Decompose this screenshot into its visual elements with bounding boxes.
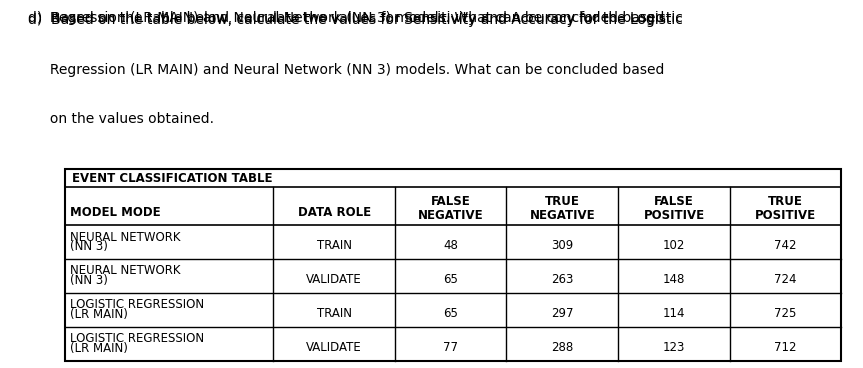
Text: (NN 3): (NN 3)	[70, 274, 108, 287]
Text: 724: 724	[774, 273, 797, 286]
Text: on the values obtained.: on the values obtained.	[28, 112, 214, 126]
Text: TRAIN: TRAIN	[317, 239, 351, 252]
Text: 712: 712	[774, 341, 797, 354]
Text: TRUE: TRUE	[545, 195, 580, 208]
Text: NEURAL NETWORK: NEURAL NETWORK	[70, 230, 180, 244]
Text: LOGISTIC REGRESSION: LOGISTIC REGRESSION	[70, 298, 204, 311]
Text: 123: 123	[663, 341, 685, 354]
Text: EVENT CLASSIFICATION TABLE: EVENT CLASSIFICATION TABLE	[72, 172, 272, 185]
Text: POSITIVE: POSITIVE	[644, 209, 704, 222]
Text: NEURAL NETWORK: NEURAL NETWORK	[70, 265, 180, 277]
Text: TRAIN: TRAIN	[317, 307, 351, 320]
Bar	[65, 169, 841, 361]
Text: POSITIVE: POSITIVE	[755, 209, 816, 222]
Text: 725: 725	[774, 307, 797, 320]
Text: VALIDATE: VALIDATE	[306, 341, 362, 354]
Text: (NN 3): (NN 3)	[70, 240, 108, 253]
Text: TRUE: TRUE	[768, 195, 803, 208]
Text: (LR MAIN): (LR MAIN)	[70, 308, 128, 321]
Text: 77: 77	[443, 341, 458, 354]
Text: (LR MAIN): (LR MAIN)	[70, 342, 128, 355]
Text: FALSE: FALSE	[431, 195, 470, 208]
Text: d)  Based on the table below, calculate the values for Sensitivity and Accuracy : d) Based on the table below, calculate t…	[28, 11, 683, 25]
Text: 148: 148	[663, 273, 685, 286]
Text: Regression (LR MAIN) and Neural Network (NN 3) models. What can be concluded bas: Regression (LR MAIN) and Neural Network …	[28, 11, 664, 25]
Text: 309: 309	[551, 239, 573, 252]
Text: 48: 48	[444, 239, 458, 252]
Text: MODEL MODE: MODEL MODE	[70, 206, 161, 219]
Text: LOGISTIC REGRESSION: LOGISTIC REGRESSION	[70, 332, 204, 346]
Text: 65: 65	[444, 307, 458, 320]
Text: 742: 742	[774, 239, 797, 252]
Text: NEGATIVE: NEGATIVE	[418, 209, 483, 222]
Text: 263: 263	[551, 273, 574, 286]
Text: 288: 288	[551, 341, 573, 354]
Text: VALIDATE: VALIDATE	[306, 273, 362, 286]
Text: d)  Based on the table below, calculate the values for Sensitivity and Accuracy : d) Based on the table below, calculate t…	[28, 13, 683, 27]
Text: 65: 65	[444, 273, 458, 286]
Text: 102: 102	[663, 239, 685, 252]
Text: 114: 114	[663, 307, 685, 320]
Text: Regression (LR MAIN) and Neural Network (NN 3) models. What can be concluded bas: Regression (LR MAIN) and Neural Network …	[28, 63, 664, 77]
Text: 297: 297	[551, 307, 574, 320]
Text: NEGATIVE: NEGATIVE	[530, 209, 595, 222]
Text: FALSE: FALSE	[654, 195, 694, 208]
Text: DATA ROLE: DATA ROLE	[298, 206, 371, 219]
